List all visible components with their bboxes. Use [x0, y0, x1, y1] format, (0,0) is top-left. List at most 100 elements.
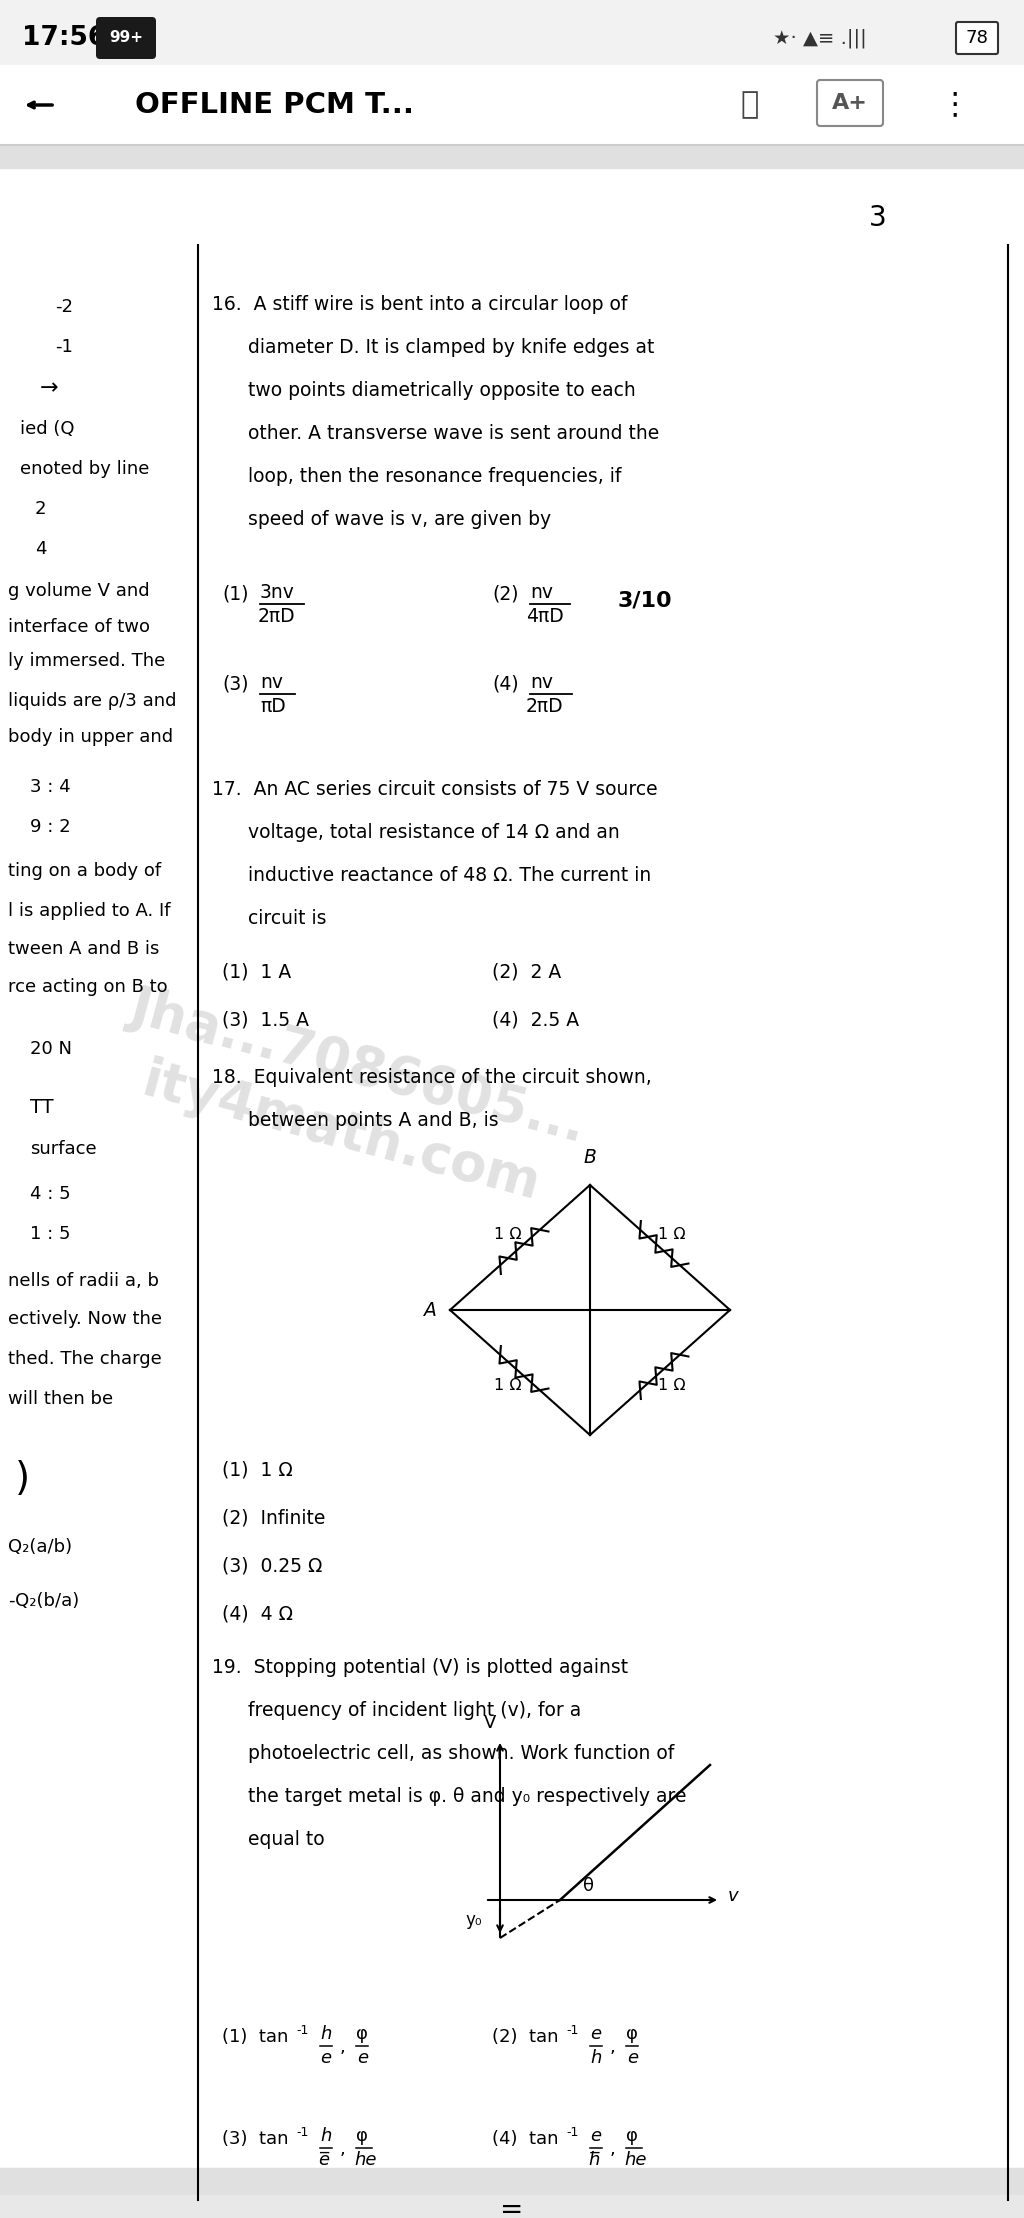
Text: liquids are ρ/3 and: liquids are ρ/3 and — [8, 692, 176, 710]
Bar — [0, 64, 1024, 144]
Text: 1 Ω: 1 Ω — [495, 1227, 522, 1242]
Text: 20 N: 20 N — [30, 1040, 72, 1058]
Text: will then be: will then be — [8, 1391, 113, 1408]
Text: 3/10: 3/10 — [618, 590, 673, 610]
Text: 17.  An AC series circuit consists of 75 V source: 17. An AC series circuit consists of 75 … — [212, 781, 657, 798]
Text: (4)  2.5 A: (4) 2.5 A — [492, 1009, 580, 1029]
Text: 4πD: 4πD — [526, 608, 564, 625]
Text: 18.  Equivalent resistance of the circuit shown,: 18. Equivalent resistance of the circuit… — [212, 1069, 651, 1087]
Text: 2πD: 2πD — [526, 696, 563, 716]
Text: h: h — [319, 2025, 332, 2043]
Text: photoelectric cell, as shown. Work function of: photoelectric cell, as shown. Work funct… — [212, 1743, 674, 1763]
Text: h: h — [319, 2127, 332, 2145]
Text: 1 : 5: 1 : 5 — [30, 1224, 71, 1242]
Text: e: e — [319, 2049, 331, 2067]
Text: frequency of incident light (v), for a: frequency of incident light (v), for a — [212, 1701, 582, 1719]
Text: -1: -1 — [566, 2025, 579, 2036]
Text: surface: surface — [30, 1140, 96, 1158]
Text: (4)  4 Ω: (4) 4 Ω — [222, 1604, 293, 1624]
Text: θ: θ — [583, 1876, 594, 1894]
Text: (3)  1.5 A: (3) 1.5 A — [222, 1009, 309, 1029]
Text: πD: πD — [260, 696, 286, 716]
Text: nells of radii a, b: nells of radii a, b — [8, 1271, 159, 1291]
Text: (2)  Infinite: (2) Infinite — [222, 1508, 326, 1526]
Text: circuit is: circuit is — [212, 909, 327, 927]
Text: -1: -1 — [566, 2127, 579, 2138]
Text: e: e — [357, 2049, 368, 2067]
Bar — [0, 2196, 1024, 2218]
Text: (1): (1) — [222, 586, 249, 603]
Text: (4)  tan: (4) tan — [492, 2129, 558, 2147]
Text: ★· ▲≡ .|||: ★· ▲≡ .||| — [773, 29, 867, 49]
Text: v: v — [728, 1888, 738, 1905]
Text: 3nv: 3nv — [260, 583, 295, 601]
Text: ied (Q: ied (Q — [20, 419, 75, 437]
Text: B: B — [584, 1149, 596, 1167]
Text: φ: φ — [626, 2127, 638, 2145]
FancyBboxPatch shape — [817, 80, 883, 126]
Text: nv: nv — [530, 583, 553, 601]
Text: ,: , — [610, 2140, 615, 2158]
Text: speed of wave is v, are given by: speed of wave is v, are given by — [212, 510, 551, 530]
Text: e: e — [590, 2127, 601, 2145]
Text: -1: -1 — [296, 2127, 308, 2138]
Text: equal to: equal to — [212, 1830, 325, 1850]
Text: body in upper and: body in upper and — [8, 728, 173, 745]
Text: =: = — [501, 2196, 523, 2218]
Text: V: V — [483, 1715, 497, 1732]
Text: inductive reactance of 48 Ω. The current in: inductive reactance of 48 Ω. The current… — [212, 865, 651, 885]
Text: ⧗: ⧗ — [741, 91, 759, 120]
Bar — [0, 0, 1024, 64]
Bar — [0, 144, 1024, 169]
Text: 17:56: 17:56 — [22, 24, 106, 51]
Text: rce acting on B to: rce acting on B to — [8, 978, 168, 996]
Text: 1 Ω: 1 Ω — [658, 1377, 686, 1393]
Text: Q₂(a/b): Q₂(a/b) — [8, 1537, 72, 1557]
Text: φ: φ — [356, 2127, 368, 2145]
Text: -1: -1 — [296, 2025, 308, 2036]
Text: other. A transverse wave is sent around the: other. A transverse wave is sent around … — [212, 424, 659, 444]
Text: ,: , — [340, 2038, 346, 2056]
Text: 2πD: 2πD — [258, 608, 296, 625]
Text: ⋮: ⋮ — [940, 91, 971, 120]
Text: e: e — [590, 2025, 601, 2043]
Bar — [0, 2167, 1024, 2218]
Text: 9 : 2: 9 : 2 — [30, 818, 71, 836]
FancyBboxPatch shape — [956, 22, 998, 53]
Text: φ: φ — [626, 2025, 638, 2043]
Text: ,: , — [610, 2038, 615, 2056]
Text: (2)  2 A: (2) 2 A — [492, 963, 561, 983]
Text: -1: -1 — [55, 337, 73, 357]
Text: 16.  A stiff wire is bent into a circular loop of: 16. A stiff wire is bent into a circular… — [212, 295, 628, 315]
Text: 1 Ω: 1 Ω — [658, 1227, 686, 1242]
Text: tween A and B is: tween A and B is — [8, 940, 160, 958]
Text: e: e — [627, 2049, 638, 2067]
Text: 3 : 4: 3 : 4 — [30, 779, 71, 796]
Text: (1)  1 Ω: (1) 1 Ω — [222, 1459, 293, 1479]
Text: interface of two: interface of two — [8, 619, 150, 637]
Text: 2: 2 — [35, 499, 46, 519]
Text: (1)  1 A: (1) 1 A — [222, 963, 291, 983]
Text: TT: TT — [30, 1098, 53, 1118]
Text: g volume V and: g volume V and — [8, 581, 150, 601]
Text: thed. The charge: thed. The charge — [8, 1351, 162, 1369]
Text: ectively. Now the: ectively. Now the — [8, 1311, 162, 1329]
Text: 19.  Stopping potential (V) is plotted against: 19. Stopping potential (V) is plotted ag… — [212, 1659, 628, 1677]
Text: 99+: 99+ — [109, 31, 143, 47]
Text: ly immersed. The: ly immersed. The — [8, 652, 165, 670]
Text: 4 : 5: 4 : 5 — [30, 1184, 71, 1202]
Text: ,: , — [340, 2140, 346, 2158]
Text: φ: φ — [356, 2025, 368, 2043]
Text: between points A and B, is: between points A and B, is — [212, 1111, 499, 1129]
Text: (3): (3) — [222, 674, 249, 694]
Text: 4: 4 — [35, 539, 46, 559]
Text: diameter D. It is clamped by knife edges at: diameter D. It is clamped by knife edges… — [212, 337, 654, 357]
Text: voltage, total resistance of 14 Ω and an: voltage, total resistance of 14 Ω and an — [212, 823, 620, 843]
Text: e̅: e̅ — [318, 2151, 329, 2169]
Text: he: he — [354, 2151, 377, 2169]
Text: 78: 78 — [966, 29, 988, 47]
Text: A: A — [424, 1300, 436, 1320]
Text: -2: -2 — [55, 297, 73, 315]
Text: 1 Ω: 1 Ω — [495, 1377, 522, 1393]
Text: (4): (4) — [492, 674, 518, 694]
